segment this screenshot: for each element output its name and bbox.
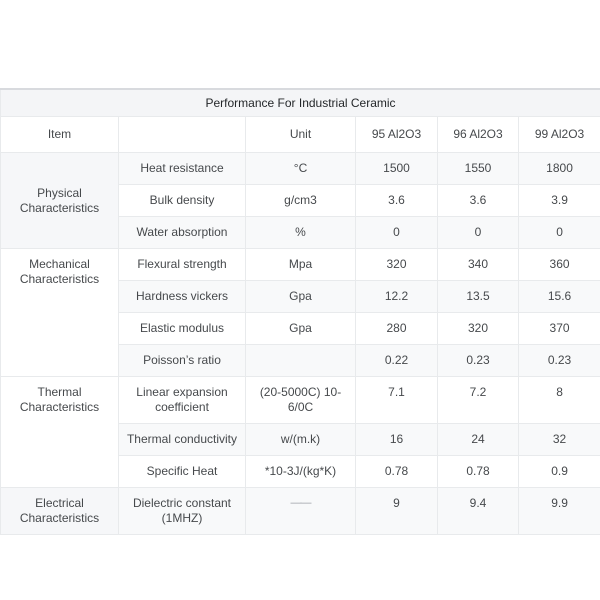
table-row: Poisson’s ratio 0.22 0.23 0.23 bbox=[1, 344, 600, 377]
value-cell: 3.6 bbox=[437, 184, 519, 217]
table-header-row: Item Unit 95 Al2O3 96 Al2O3 99 Al2O3 bbox=[0, 116, 600, 153]
value-cell: 0 bbox=[437, 216, 519, 249]
table-row: Elastic modulus Gpa 280 320 370 bbox=[1, 312, 600, 345]
table-row: Water absorption% 0 0 0 bbox=[1, 216, 600, 249]
table-title: Performance For Industrial Ceramic bbox=[0, 88, 600, 117]
unit-cell: —— bbox=[245, 487, 356, 535]
unit-cell: % bbox=[245, 216, 356, 249]
value-cell: 0 bbox=[517, 216, 600, 249]
unit-cell: Gpa bbox=[245, 312, 356, 345]
value-cell: 16 bbox=[355, 423, 438, 456]
value-cell: 9.4 bbox=[437, 487, 519, 535]
table-row: Physical Characteristics Heat resistance °… bbox=[0, 152, 600, 249]
column-header-99-al2o3: 99 Al2O3 bbox=[517, 116, 600, 153]
group-label-cell: Electrical Characteristics bbox=[0, 487, 119, 535]
column-header-95-al2o3: 95 Al2O3 bbox=[355, 116, 438, 153]
table-row: Specific Heat *10-3J/(kg*K) 0.78 0.78 0.9 bbox=[1, 455, 600, 488]
value-cell: 3.6 bbox=[355, 184, 438, 217]
ceramic-spec-table: Performance For Industrial Ceramic Item … bbox=[0, 88, 600, 535]
value-cell: 0.23 bbox=[517, 344, 600, 377]
value-cell: 9 bbox=[355, 487, 438, 535]
value-cell: 1500 bbox=[355, 152, 438, 185]
group-label-cell: Mechanical Characteristics bbox=[0, 248, 119, 377]
unit-cell: g/cm3 bbox=[245, 184, 356, 217]
value-cell: 1800 bbox=[517, 152, 600, 185]
property-cell: Flexural strength bbox=[118, 248, 246, 281]
value-cell: 0.9 bbox=[517, 455, 600, 488]
value-cell: 0.22 bbox=[355, 344, 438, 377]
table-body: Physical Characteristics Heat resistance °… bbox=[0, 152, 600, 535]
value-cell: 3.9 bbox=[517, 184, 600, 217]
property-cell: Poisson’s ratio bbox=[118, 344, 246, 377]
table-row: Bulk density g/cm3 3.6 3.6 3.9 bbox=[1, 184, 600, 217]
value-cell: 0.78 bbox=[355, 455, 438, 488]
value-cell: 9.9 bbox=[517, 487, 600, 535]
group-label-cell: Physical Characteristics bbox=[0, 152, 119, 249]
property-cell: Linear expansion coefficient bbox=[118, 376, 246, 424]
table-row: Hardness vickers Gpa 12.2 13.5 15.6 bbox=[1, 280, 600, 313]
value-cell: 0.23 bbox=[437, 344, 519, 377]
unit-cell: °C bbox=[245, 152, 356, 185]
value-cell: 0.78 bbox=[437, 455, 519, 488]
table-row: Thermal conductivity w/(m.k) 16 24 32 bbox=[1, 423, 600, 456]
property-cell: Thermal conductivity bbox=[118, 423, 246, 456]
value-cell: 8 bbox=[517, 376, 600, 424]
value-cell: 360 bbox=[517, 248, 600, 281]
column-header-item: Item bbox=[0, 116, 119, 153]
unit-cell: Mpa bbox=[245, 248, 356, 281]
value-cell: 7.1 bbox=[355, 376, 438, 424]
value-cell: 13.5 bbox=[437, 280, 519, 313]
table-row: Thermal Characteristics Linear expansion … bbox=[0, 376, 600, 488]
table-row: Mechanical Characteristics Flexural stren… bbox=[0, 248, 600, 377]
value-cell: 320 bbox=[437, 312, 519, 345]
value-cell: 24 bbox=[437, 423, 519, 456]
property-cell: Heat resistance bbox=[118, 152, 246, 185]
value-cell: 1550 bbox=[437, 152, 519, 185]
unit-cell bbox=[245, 344, 356, 377]
property-cell: Elastic modulus bbox=[118, 312, 246, 345]
value-cell: 0 bbox=[355, 216, 438, 249]
property-cell: Dielectric constant (1MHZ) bbox=[118, 487, 246, 535]
property-cell: Specific Heat bbox=[118, 455, 246, 488]
unit-cell: *10-3J/(kg*K) bbox=[245, 455, 356, 488]
column-header-unit: Unit bbox=[245, 116, 356, 153]
column-header-blank bbox=[118, 116, 246, 153]
unit-cell: (20-5000C) 10-6/0C bbox=[245, 376, 356, 424]
property-cell: Hardness vickers bbox=[118, 280, 246, 313]
property-cell: Bulk density bbox=[118, 184, 246, 217]
value-cell: 32 bbox=[517, 423, 600, 456]
unit-cell: w/(m.k) bbox=[245, 423, 356, 456]
group-label-cell: Thermal Characteristics bbox=[0, 376, 119, 488]
value-cell: 320 bbox=[355, 248, 438, 281]
value-cell: 280 bbox=[355, 312, 438, 345]
value-cell: 370 bbox=[517, 312, 600, 345]
value-cell: 340 bbox=[437, 248, 519, 281]
column-header-96-al2o3: 96 Al2O3 bbox=[437, 116, 519, 153]
unit-cell: Gpa bbox=[245, 280, 356, 313]
table-row: Electrical Characteristics Dielectric con… bbox=[0, 487, 600, 535]
value-cell: 7.2 bbox=[437, 376, 519, 424]
property-cell: Water absorption bbox=[118, 216, 246, 249]
value-cell: 12.2 bbox=[355, 280, 438, 313]
value-cell: 15.6 bbox=[517, 280, 600, 313]
table-title-row: Performance For Industrial Ceramic bbox=[0, 88, 600, 117]
